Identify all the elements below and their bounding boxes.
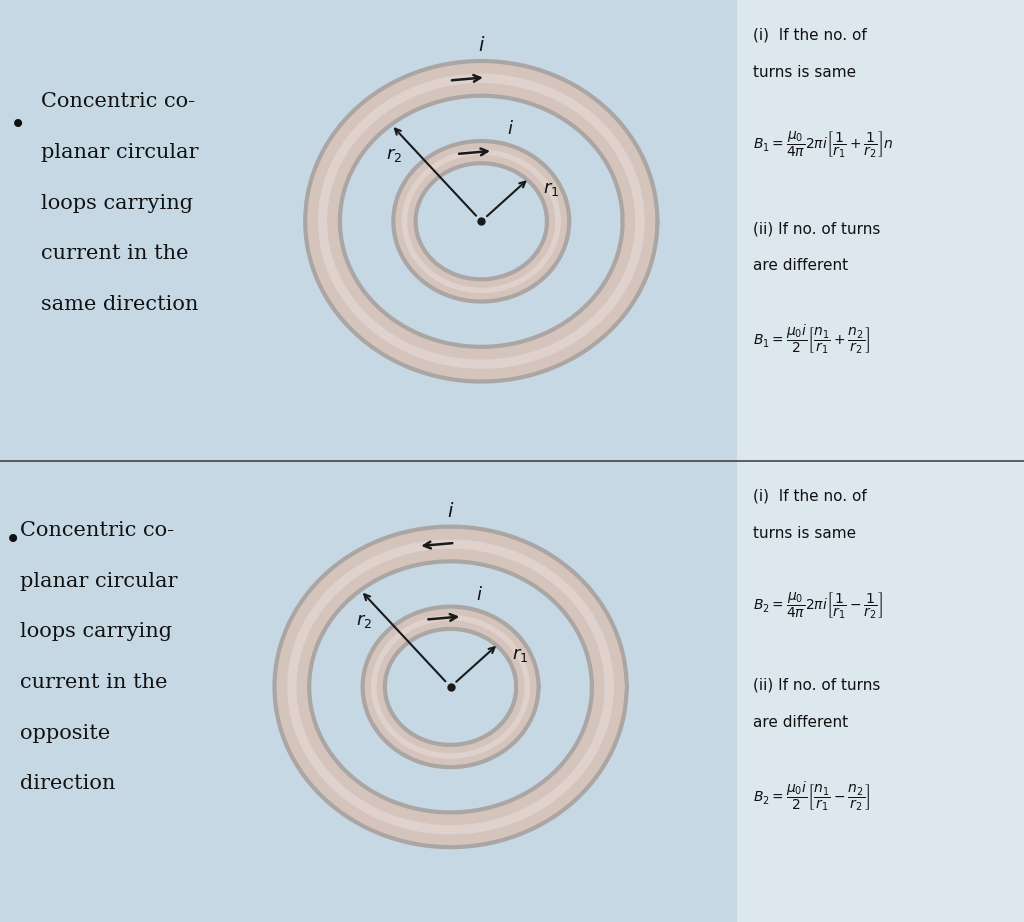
Text: turns is same: turns is same [753,65,856,79]
Text: $B_2 = \dfrac{\mu_0}{4\pi}2\pi i\left[\dfrac{1}{r_1}-\dfrac{1}{r_2}\right]$: $B_2 = \dfrac{\mu_0}{4\pi}2\pi i\left[\d… [753,590,883,621]
Text: $r_2$: $r_2$ [355,611,372,630]
Text: are different: are different [753,258,848,273]
Text: Concentric co-: Concentric co- [41,92,196,112]
Text: planar circular: planar circular [41,143,199,162]
Text: $B_1 = \dfrac{\mu_0}{4\pi}2\pi i\left[\dfrac{1}{r_1}+\dfrac{1}{r_2}\right]n$: $B_1 = \dfrac{\mu_0}{4\pi}2\pi i\left[\d… [753,129,893,160]
Text: $r_2$: $r_2$ [386,146,402,164]
Text: $i$: $i$ [507,120,514,138]
Text: (ii) If no. of turns: (ii) If no. of turns [753,678,880,692]
Text: (i)  If the no. of: (i) If the no. of [753,28,866,42]
Text: opposite: opposite [20,724,111,743]
Text: $i$: $i$ [477,36,485,55]
Text: same direction: same direction [41,295,199,314]
Text: $B_1 = \dfrac{\mu_0 i}{2}\left[\dfrac{n_1}{r_1}+\dfrac{n_2}{r_2}\right]$: $B_1 = \dfrac{\mu_0 i}{2}\left[\dfrac{n_… [753,323,870,357]
Text: $r_1$: $r_1$ [543,180,559,198]
Text: current in the: current in the [20,673,168,692]
Bar [737,0,1024,922]
Text: direction: direction [20,774,116,794]
Text: $i$: $i$ [446,502,455,521]
Text: Concentric co-: Concentric co- [20,521,175,540]
Text: turns is same: turns is same [753,526,856,540]
Text: $i$: $i$ [476,585,483,604]
Text: (ii) If no. of turns: (ii) If no. of turns [753,221,880,236]
Text: loops carrying: loops carrying [41,194,193,213]
Text: current in the: current in the [41,244,188,264]
Text: •: • [5,526,22,553]
Text: $r_1$: $r_1$ [512,645,528,664]
Text: $B_2 = \dfrac{\mu_0 i}{2}\left[\dfrac{n_1}{r_1}-\dfrac{n_2}{r_2}\right]$: $B_2 = \dfrac{\mu_0 i}{2}\left[\dfrac{n_… [753,779,870,813]
Text: (i)  If the no. of: (i) If the no. of [753,489,866,503]
Text: •: • [10,111,27,138]
Bar [0,0,737,922]
Text: are different: are different [753,715,848,729]
Text: planar circular: planar circular [20,572,178,591]
Text: loops carrying: loops carrying [20,622,172,642]
